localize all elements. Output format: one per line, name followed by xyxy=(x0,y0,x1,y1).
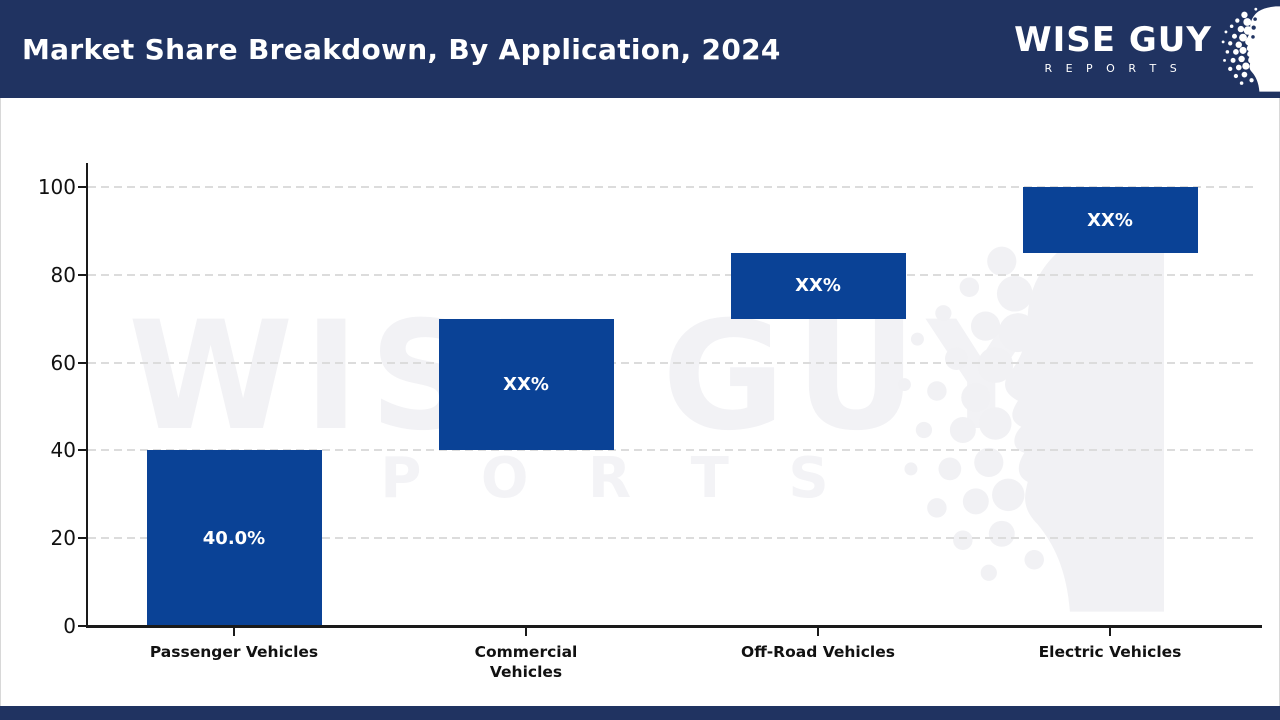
y-tick-label: 100 xyxy=(37,175,76,200)
header: Market Share Breakdown, By Application, … xyxy=(0,0,1280,98)
y-tick-label: 60 xyxy=(50,350,76,375)
x-axis-line xyxy=(86,625,1262,628)
y-tick-label: 0 xyxy=(63,614,76,638)
bar-value-label: XX% xyxy=(1087,209,1133,231)
x-tick xyxy=(233,628,235,636)
gridline-100 xyxy=(88,186,1256,189)
gridline-20 xyxy=(88,537,1256,540)
y-tick xyxy=(78,273,86,276)
y-tick xyxy=(78,537,86,540)
logo-wordmark: WISE GUY xyxy=(1014,20,1212,61)
y-axis-line xyxy=(86,163,88,628)
bar-value-label: 40.0% xyxy=(202,527,266,549)
y-tick-label: 80 xyxy=(50,262,76,287)
footer-bar xyxy=(0,706,1280,720)
wiseguy-logo: WISE GUY R E P O R T S xyxy=(1014,0,1280,98)
wiseguy-head-icon xyxy=(1221,6,1280,92)
y-tick xyxy=(78,625,86,627)
x-tick xyxy=(817,628,819,636)
logo-text: WISE GUY R E P O R T S xyxy=(1014,20,1212,75)
bar-segment: 40.0% xyxy=(146,450,322,626)
bar-segment: XX% xyxy=(730,252,906,319)
x-category-label: Electric Vehicles xyxy=(1038,643,1182,661)
gridline-40 xyxy=(88,449,1256,452)
bar-segment: XX% xyxy=(1022,187,1198,253)
x-category-label: Commercial Vehicles xyxy=(474,643,578,682)
bar-segment: XX% xyxy=(438,318,614,451)
bar-value-label: XX% xyxy=(795,275,841,297)
y-tick xyxy=(78,449,86,452)
y-tick xyxy=(78,186,86,189)
bar-chart: 0 20 40 60 80 100 40.0% XX% XX% XX% Passenger Vehi… xyxy=(38,163,1262,681)
y-tick-label: 40 xyxy=(50,438,76,463)
x-tick xyxy=(525,628,527,636)
gridline-80 xyxy=(88,273,1256,276)
gridline-60 xyxy=(88,361,1256,364)
logo-subtext: R E P O R T S xyxy=(1044,61,1182,75)
bar-value-label: XX% xyxy=(503,374,549,396)
x-category-label: Off-Road Vehicles xyxy=(741,643,895,661)
y-tick xyxy=(78,361,86,364)
x-category-label: Passenger Vehicles xyxy=(149,643,319,661)
y-tick-label: 20 xyxy=(50,526,76,551)
x-tick xyxy=(1109,628,1111,636)
page-title: Market Share Breakdown, By Application, … xyxy=(22,32,781,66)
